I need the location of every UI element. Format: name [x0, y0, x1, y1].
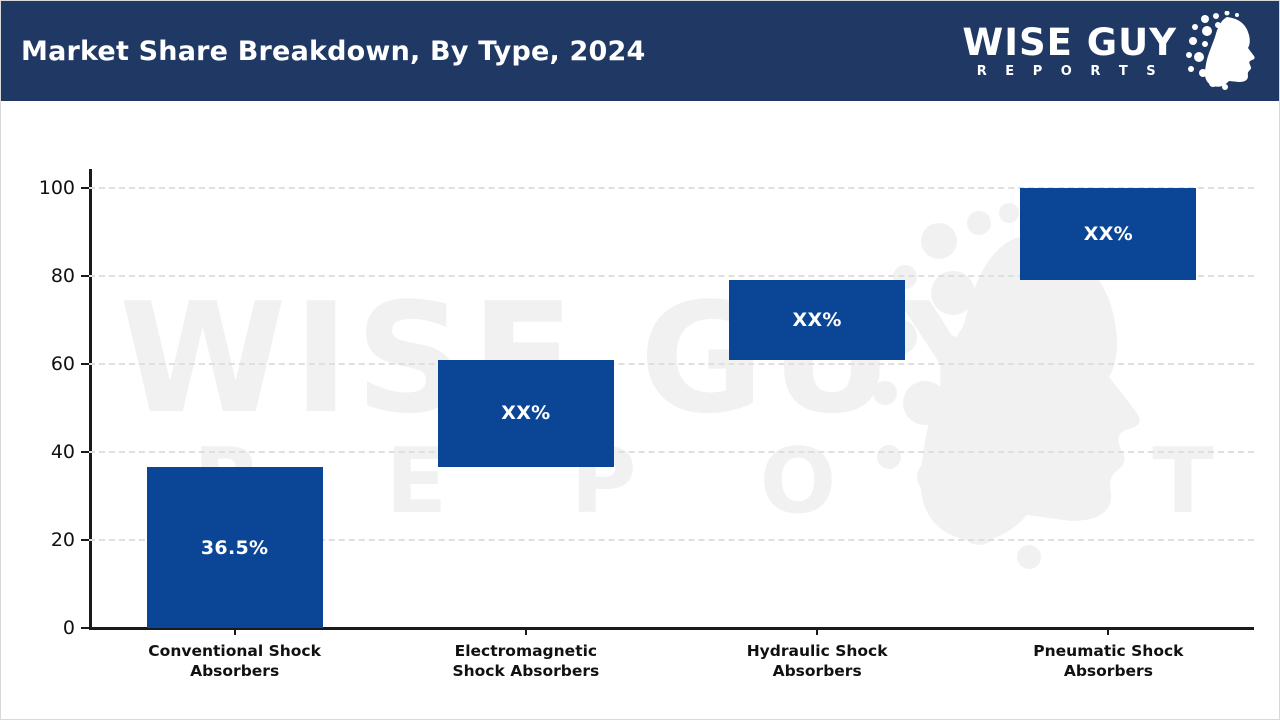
x-category-label-text: Conventional Shock Absorbers	[148, 642, 321, 681]
y-axis-line	[89, 169, 92, 630]
bar-segment: XX%	[1020, 188, 1197, 281]
header: Market Share Breakdown, By Type, 2024 WI…	[1, 1, 1279, 101]
y-tick-label-text: 40	[50, 441, 75, 463]
bar-segment: XX%	[437, 359, 614, 468]
bar-value-label: XX%	[792, 308, 842, 331]
gridline	[89, 187, 1254, 189]
x-tick	[524, 629, 527, 635]
y-tick-label: 20	[1, 529, 75, 551]
brand-logo: WISE GUY R E P O R T S	[962, 11, 1257, 91]
bar-value-label: 36.5%	[200, 536, 269, 559]
x-tick	[233, 629, 236, 635]
x-category-label-text: Pneumatic Shock Absorbers	[1033, 642, 1184, 681]
gridline	[89, 539, 1254, 541]
x-category-label: Pneumatic Shock Absorbers	[958, 641, 1258, 681]
y-tick	[81, 627, 89, 629]
y-tick	[81, 363, 89, 365]
y-tick	[81, 187, 89, 189]
brand-subtitle: R E P O R T S	[976, 64, 1163, 79]
bar-segment: 36.5%	[146, 467, 323, 628]
y-tick-label-text: 100	[38, 177, 75, 199]
bar-value-label: XX%	[501, 402, 551, 425]
gridline	[89, 275, 1254, 277]
y-tick-label-text: 0	[62, 617, 75, 639]
y-tick-label-text: 60	[50, 353, 75, 375]
y-tick-label: 60	[1, 353, 75, 375]
y-tick-label: 100	[1, 177, 75, 199]
bar-value-label: XX%	[1083, 223, 1133, 246]
y-tick-label: 80	[1, 265, 75, 287]
x-category-label: Conventional Shock Absorbers	[85, 641, 385, 681]
gridline	[89, 451, 1254, 453]
y-tick	[81, 539, 89, 541]
watermark-face-icon	[873, 197, 1140, 569]
x-category-label: Electromagnetic Shock Absorbers	[376, 641, 676, 681]
x-axis-line	[89, 627, 1254, 630]
x-tick	[816, 629, 819, 635]
x-category-label-text: Hydraulic Shock Absorbers	[746, 642, 888, 681]
y-tick-label-text: 80	[50, 265, 75, 287]
gridline	[89, 363, 1254, 365]
y-tick-label: 0	[1, 617, 75, 639]
brand-face-icon	[1186, 11, 1255, 90]
y-tick	[81, 275, 89, 277]
brand-logo-text: WISE GUY R E P O R T S	[962, 24, 1177, 78]
page-title: Market Share Breakdown, By Type, 2024	[21, 35, 646, 67]
brand-name: WISE GUY	[962, 21, 1177, 64]
bar-segment: XX%	[729, 280, 906, 360]
x-tick	[1107, 629, 1110, 635]
y-tick-label-text: 20	[50, 529, 75, 551]
y-tick	[81, 451, 89, 453]
x-category-label: Hydraulic Shock Absorbers	[667, 641, 967, 681]
y-tick-label: 40	[1, 441, 75, 463]
x-category-label-text: Electromagnetic Shock Absorbers	[452, 642, 600, 681]
